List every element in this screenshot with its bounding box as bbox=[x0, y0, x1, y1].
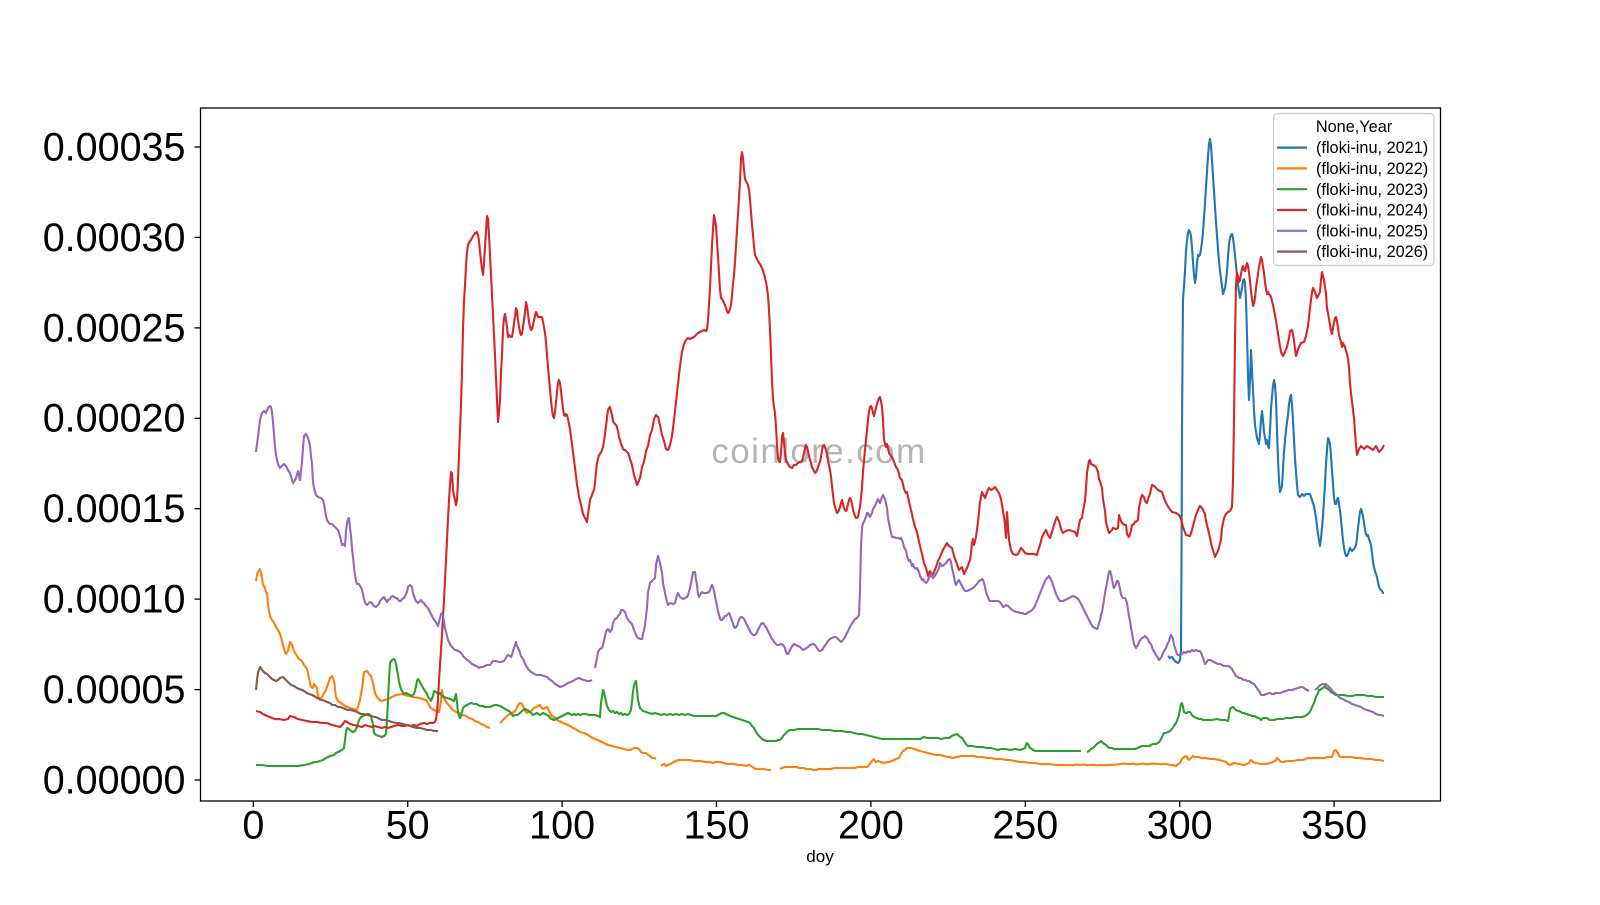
svg-text:0.00035: 0.00035 bbox=[43, 125, 186, 169]
svg-text:0.00005: 0.00005 bbox=[43, 668, 186, 712]
svg-text:(floki-inu, 2024): (floki-inu, 2024) bbox=[1316, 202, 1428, 220]
svg-text:None,Year: None,Year bbox=[1316, 118, 1393, 136]
svg-text:0.00010: 0.00010 bbox=[43, 578, 186, 622]
svg-text:(floki-inu, 2022): (floki-inu, 2022) bbox=[1316, 160, 1428, 178]
svg-text:(floki-inu, 2023): (floki-inu, 2023) bbox=[1316, 181, 1428, 199]
svg-text:50: 50 bbox=[386, 804, 430, 848]
svg-text:100: 100 bbox=[529, 804, 595, 848]
svg-text:doy: doy bbox=[806, 847, 834, 866]
svg-text:200: 200 bbox=[838, 804, 904, 848]
svg-text:0.00025: 0.00025 bbox=[43, 306, 186, 350]
svg-text:0.00020: 0.00020 bbox=[43, 397, 186, 441]
svg-text:0: 0 bbox=[242, 804, 264, 848]
svg-text:350: 350 bbox=[1301, 804, 1367, 848]
svg-text:0.00000: 0.00000 bbox=[43, 758, 186, 802]
svg-text:0.00015: 0.00015 bbox=[43, 487, 186, 531]
svg-text:(floki-inu, 2026): (floki-inu, 2026) bbox=[1316, 243, 1428, 261]
svg-text:150: 150 bbox=[684, 804, 750, 848]
svg-text:0.00030: 0.00030 bbox=[43, 216, 186, 260]
svg-text:250: 250 bbox=[992, 804, 1058, 848]
svg-text:300: 300 bbox=[1147, 804, 1213, 848]
svg-text:(floki-inu, 2025): (floki-inu, 2025) bbox=[1316, 222, 1428, 240]
svg-text:(floki-inu, 2021): (floki-inu, 2021) bbox=[1316, 139, 1428, 157]
